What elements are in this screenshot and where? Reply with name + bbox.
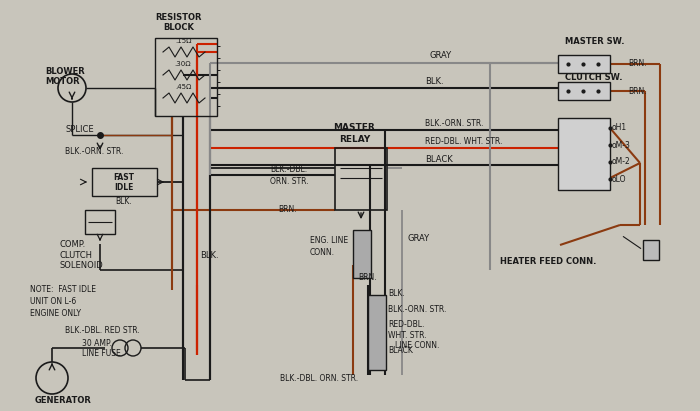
- Bar: [558, 118, 610, 190]
- Text: ORN. STR.: ORN. STR.: [270, 178, 309, 187]
- Text: RED-DBL. WHT. STR.: RED-DBL. WHT. STR.: [425, 138, 503, 146]
- Text: BLK.: BLK.: [200, 250, 218, 259]
- Text: BLK.-DBL.: BLK.-DBL.: [270, 166, 307, 175]
- Text: BRN.: BRN.: [358, 272, 377, 282]
- Text: MASTER: MASTER: [333, 123, 374, 132]
- Text: BLK.-DBL. ORN. STR.: BLK.-DBL. ORN. STR.: [280, 374, 358, 383]
- Text: BRN.: BRN.: [628, 60, 647, 69]
- Text: BLOWER: BLOWER: [45, 67, 85, 76]
- Text: BLK.: BLK.: [388, 289, 405, 298]
- Text: IDLE: IDLE: [114, 183, 134, 192]
- Text: oM-3: oM-3: [612, 141, 631, 150]
- Text: NOTE:  FAST IDLE: NOTE: FAST IDLE: [30, 286, 96, 295]
- Text: UNIT ON L-6: UNIT ON L-6: [30, 298, 76, 307]
- Text: BLK.: BLK.: [116, 198, 132, 206]
- Text: SOLENOID: SOLENOID: [60, 261, 104, 270]
- Text: BLK.-ORN. STR.: BLK.-ORN. STR.: [65, 148, 123, 157]
- Text: MOTOR: MOTOR: [45, 78, 80, 86]
- Text: .30Ω: .30Ω: [175, 61, 191, 67]
- Text: WHT. STR.: WHT. STR.: [388, 330, 426, 339]
- Bar: [85, 210, 115, 234]
- Text: oH1: oH1: [612, 123, 627, 132]
- Text: BLACK: BLACK: [425, 155, 453, 164]
- Text: MASTER SW.: MASTER SW.: [565, 37, 624, 46]
- Text: HEATER FEED CONN.: HEATER FEED CONN.: [500, 258, 596, 266]
- Bar: [368, 295, 386, 370]
- Text: BLOCK: BLOCK: [163, 23, 194, 32]
- Text: FAST: FAST: [113, 173, 134, 182]
- Bar: [643, 240, 659, 260]
- Text: COMP.: COMP.: [60, 240, 86, 249]
- Text: RESISTOR: RESISTOR: [155, 14, 202, 23]
- Bar: [92, 168, 157, 196]
- Text: GRAY: GRAY: [408, 233, 430, 242]
- Text: .15Ω: .15Ω: [175, 38, 191, 44]
- Text: oM-2: oM-2: [612, 157, 631, 166]
- Text: CONN.: CONN.: [310, 247, 335, 256]
- Bar: [353, 230, 371, 278]
- Bar: [335, 148, 387, 210]
- Text: BLK.-DBL. RED STR.: BLK.-DBL. RED STR.: [65, 326, 140, 335]
- Text: BLK.-ORN. STR.: BLK.-ORN. STR.: [388, 305, 447, 314]
- Text: RED-DBL.: RED-DBL.: [388, 319, 424, 328]
- Text: RELAY: RELAY: [339, 136, 370, 145]
- Bar: [558, 82, 610, 100]
- Bar: [155, 38, 217, 116]
- Text: GRAY: GRAY: [430, 51, 452, 60]
- Text: BLK.: BLK.: [425, 78, 444, 86]
- Text: BLK.-ORN. STR.: BLK.-ORN. STR.: [425, 120, 484, 129]
- Text: CLUTCH: CLUTCH: [60, 250, 93, 259]
- Text: BRN.: BRN.: [628, 86, 647, 95]
- Text: 30 AMP.: 30 AMP.: [82, 339, 112, 347]
- Text: BRN.: BRN.: [278, 206, 297, 215]
- Text: ENGINE ONLY: ENGINE ONLY: [30, 309, 81, 318]
- Text: .45Ω: .45Ω: [175, 84, 191, 90]
- Text: LINE CONN.: LINE CONN.: [395, 340, 440, 349]
- Text: LINE FUSE: LINE FUSE: [82, 349, 120, 358]
- Bar: [558, 55, 610, 73]
- Text: oLO: oLO: [612, 175, 626, 183]
- Text: BLACK: BLACK: [388, 346, 413, 355]
- Text: ENG. LINE: ENG. LINE: [310, 236, 348, 245]
- Text: SPLICE: SPLICE: [65, 125, 94, 134]
- Text: CLUTCH SW.: CLUTCH SW.: [565, 74, 622, 83]
- Text: GENERATOR: GENERATOR: [35, 395, 92, 404]
